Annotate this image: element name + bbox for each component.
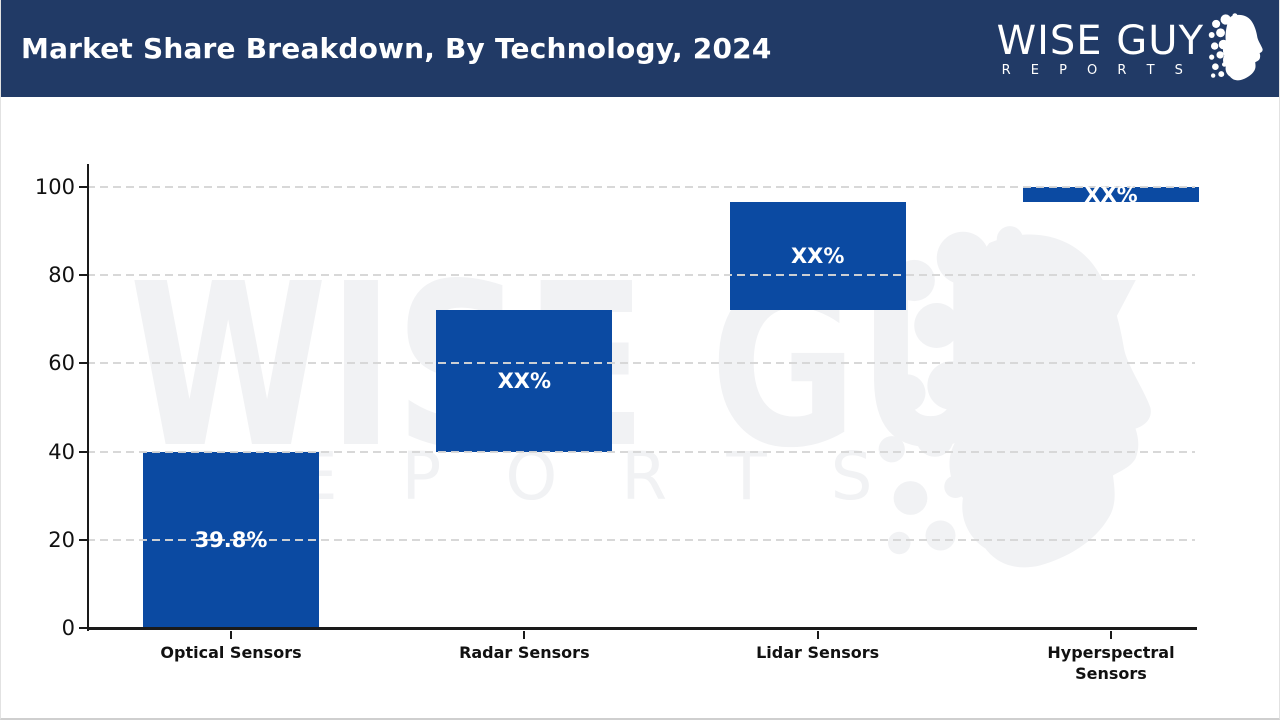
y-axis-tick-label: 40 bbox=[48, 439, 75, 464]
bar bbox=[1022, 187, 1199, 203]
header-bar: Market Share Breakdown, By Technology, 2… bbox=[1, 0, 1279, 97]
gridline bbox=[87, 538, 1195, 541]
y-axis-tick-label: 20 bbox=[48, 527, 75, 552]
y-axis-tick bbox=[79, 274, 87, 277]
wiseguy-face-icon bbox=[1208, 13, 1263, 81]
x-axis-line bbox=[87, 627, 1197, 630]
gridline bbox=[87, 274, 1195, 277]
y-axis-tick bbox=[79, 450, 87, 453]
wiseguy-logo: WISE GUY R E P O R T S bbox=[997, 9, 1267, 89]
y-axis-tick-label: 100 bbox=[34, 175, 75, 199]
logo-sub-text: R E P O R T S bbox=[1001, 63, 1191, 78]
x-category-label: Radar Sensors bbox=[459, 643, 590, 662]
y-axis-tick bbox=[79, 186, 87, 188]
x-axis-tick bbox=[1109, 631, 1112, 639]
y-axis-tick-label: 60 bbox=[48, 351, 75, 376]
gridline bbox=[87, 362, 1195, 365]
page-title: Market Share Breakdown, By Technology, 2… bbox=[21, 32, 772, 65]
x-category-label: Optical Sensors bbox=[160, 643, 302, 662]
plot-area: 0 20 40 60 80 100 39.8% Optical Sensors XX% Radar… bbox=[1, 97, 1279, 718]
bar-value-label: XX% bbox=[497, 369, 552, 394]
y-axis-tick-label: 0 bbox=[61, 616, 75, 640]
gridline bbox=[87, 450, 1195, 453]
x-category-label: Lidar Sensors bbox=[756, 643, 880, 662]
bar-value-label: XX% bbox=[790, 244, 845, 269]
x-category-label: Hyperspectral Sensors bbox=[1047, 643, 1175, 683]
bar bbox=[436, 310, 613, 453]
wiseguy-face-watermark-icon bbox=[876, 226, 1151, 568]
x-axis-tick bbox=[230, 631, 232, 639]
bar-value-label: XX% bbox=[1084, 182, 1138, 207]
bar bbox=[729, 202, 906, 311]
y-axis-tick bbox=[79, 362, 87, 365]
y-axis-tick-label: 80 bbox=[48, 263, 75, 288]
x-axis-tick bbox=[816, 631, 819, 639]
bar-value-label: 39.8% bbox=[194, 528, 268, 553]
y-axis-tick bbox=[79, 627, 87, 629]
gridline bbox=[87, 186, 1195, 188]
y-axis-tick bbox=[79, 538, 87, 541]
y-axis-line bbox=[87, 164, 89, 631]
logo-name-text: WISE GUY bbox=[996, 18, 1204, 64]
x-axis-tick bbox=[523, 631, 526, 639]
